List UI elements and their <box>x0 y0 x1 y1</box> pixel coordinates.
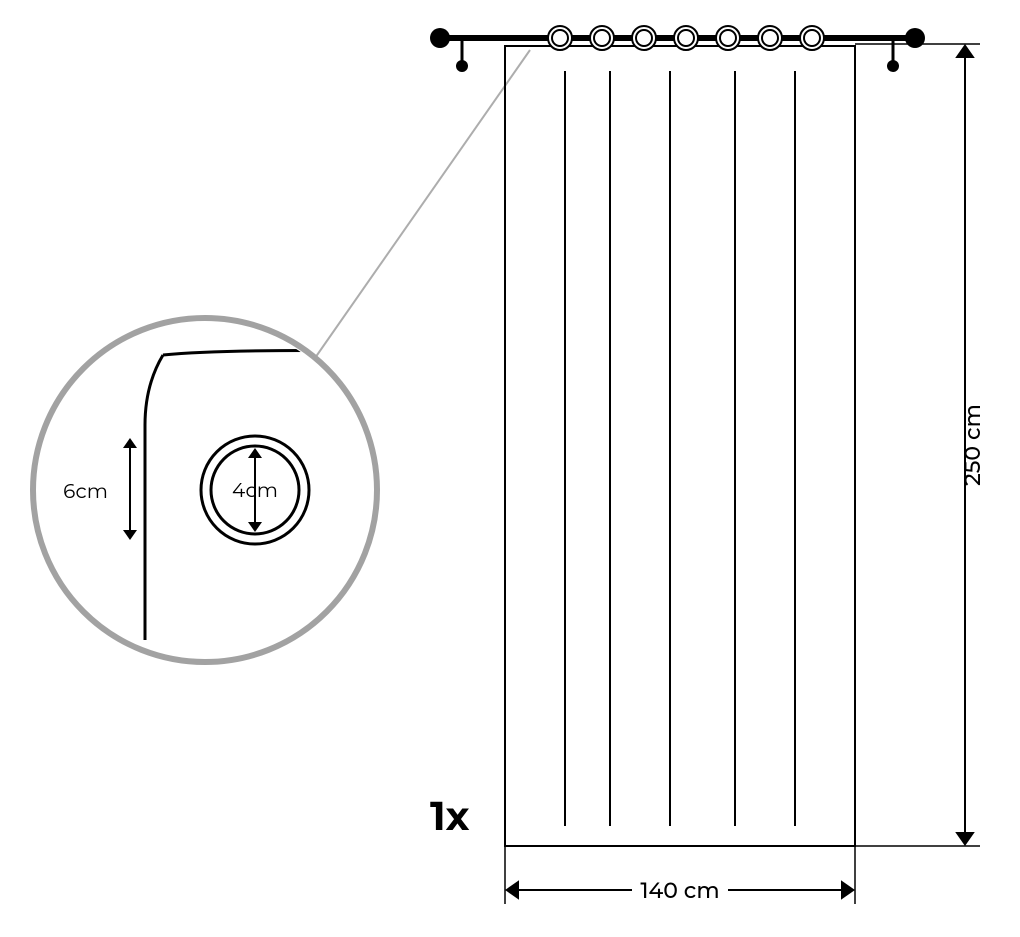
dim-width-label: 140 cm <box>640 877 719 904</box>
rod-finial-right <box>905 28 925 48</box>
rod-finial-left <box>430 28 450 48</box>
dim-height-label: 250 cm <box>959 404 986 486</box>
detail-edge-dim-label: 6cm <box>63 480 108 504</box>
detail-ring-dim-label: 4cm <box>232 479 278 503</box>
curtain-outline <box>505 46 855 846</box>
quantity-label: 1x <box>430 792 470 841</box>
rod-bracket-foot <box>887 60 899 72</box>
rod-bracket-foot <box>456 60 468 72</box>
leader-line <box>315 50 530 358</box>
